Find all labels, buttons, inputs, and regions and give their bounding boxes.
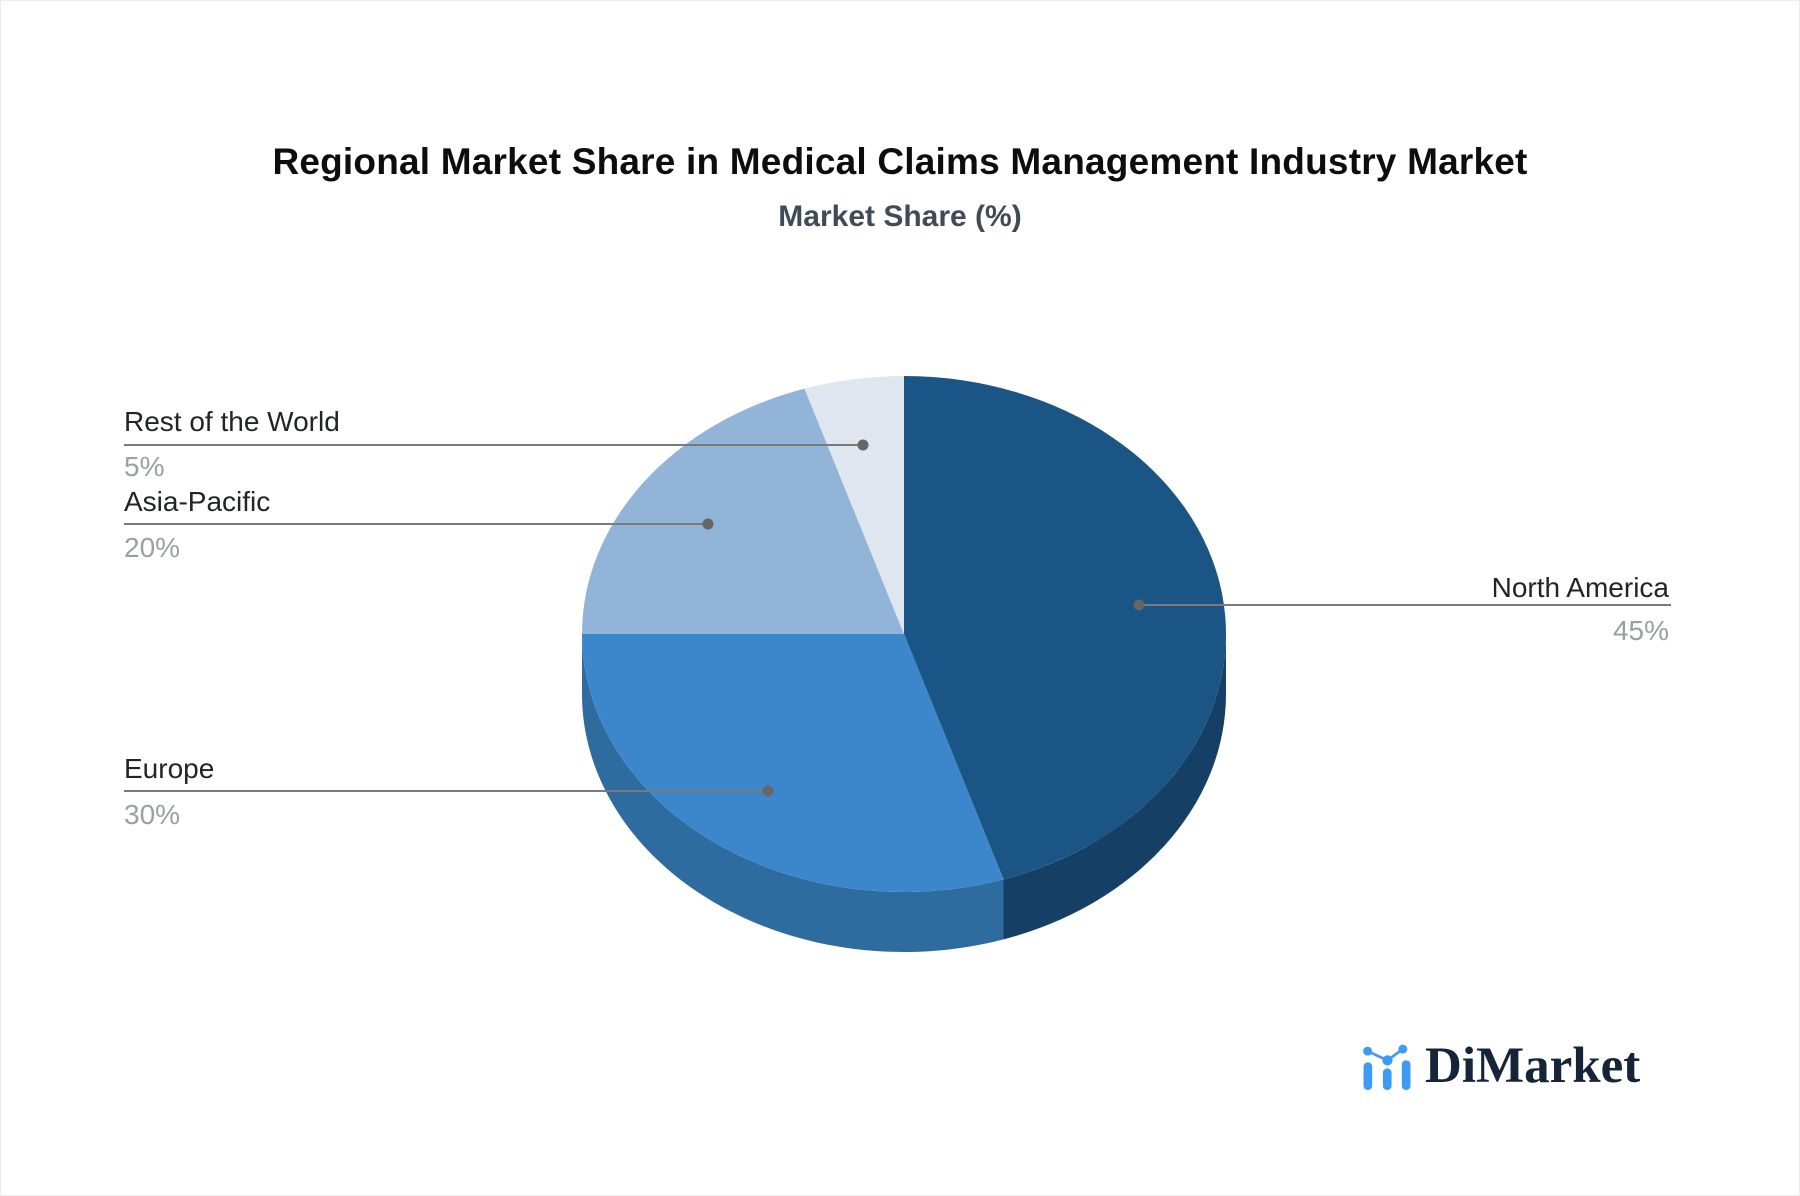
slice-label-asia-pacific: Asia-Pacific (124, 486, 271, 517)
slice-value-rest-of-the-world: 5% (124, 451, 165, 482)
bar-line-chart-icon (1363, 1044, 1411, 1090)
callout-lines (124, 439, 1671, 797)
chart-title: Regional Market Share in Medical Claims … (272, 141, 1528, 182)
pie-slice-europe (582, 634, 1004, 892)
chart-subtitle: Market Share (%) (778, 200, 1022, 233)
slice-label-rest-of-the-world: Rest of the World (124, 406, 340, 437)
slice-value-europe: 30% (124, 799, 181, 830)
leader-dot-asia-pacific (702, 518, 714, 530)
slice-value-north-america: 45% (1612, 615, 1669, 646)
brand-logo: DiMarket (1363, 1041, 1640, 1092)
slice-label-north-america: North America (1491, 572, 1669, 603)
pie-slice-north-america (904, 376, 1226, 880)
pie-slice-side-europe (582, 634, 1004, 952)
leader-dot-north-america (1133, 599, 1145, 611)
leader-dot-rest-of-the-world (857, 439, 869, 451)
slice-value-asia-pacific: 20% (124, 532, 181, 563)
pie-slice-rest-of-the-world (804, 376, 904, 634)
slice-label-europe: Europe (124, 753, 215, 784)
leader-dot-europe (762, 785, 774, 797)
brand-name: DiMarket (1425, 1038, 1641, 1094)
pie-slice-asia-pacific (582, 388, 904, 634)
pie-slice-side-north-america (1003, 634, 1226, 940)
